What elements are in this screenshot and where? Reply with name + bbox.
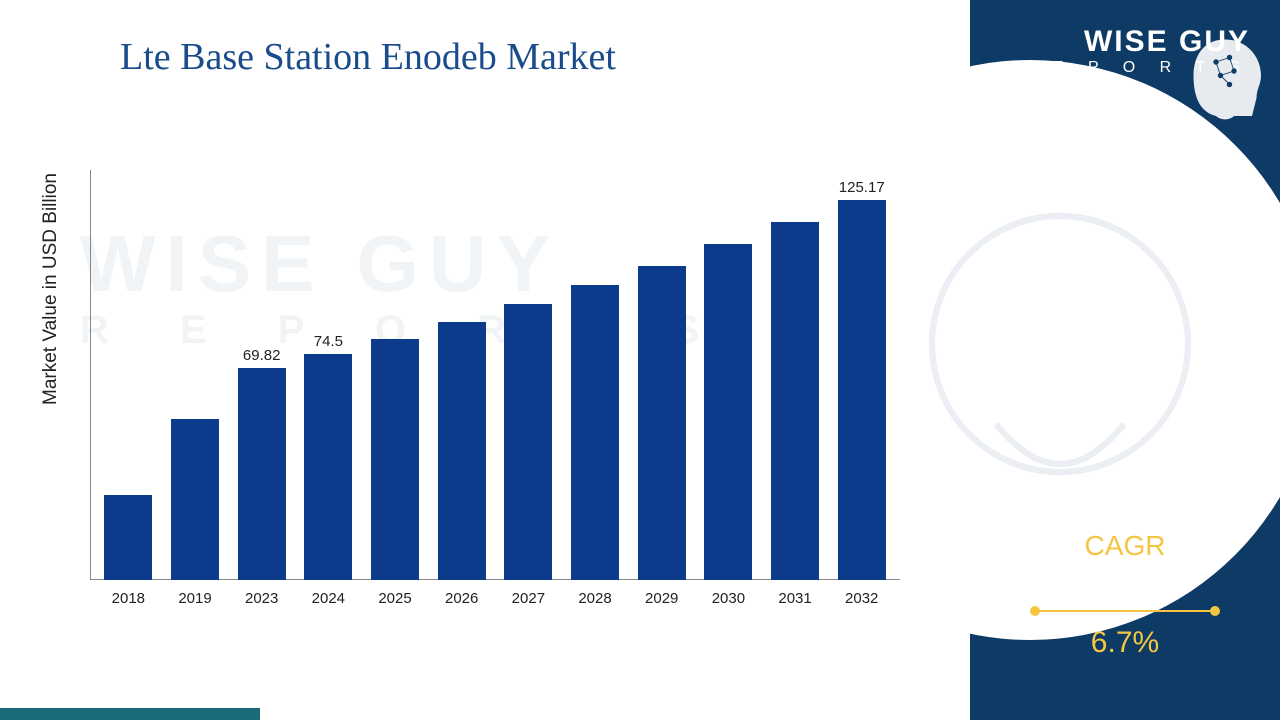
bar-wrap bbox=[433, 322, 490, 580]
bar-wrap: 125.17 bbox=[833, 179, 890, 580]
bar-wrap bbox=[367, 339, 424, 580]
bar-wrap: 69.82 bbox=[233, 347, 290, 580]
bar bbox=[571, 285, 619, 580]
x-tick-label: 2027 bbox=[500, 584, 557, 610]
bar-wrap bbox=[567, 285, 624, 580]
bar-wrap: 74.5 bbox=[300, 333, 357, 580]
cagr-block: CAGR (2019-2032) 6.7% bbox=[1010, 530, 1240, 660]
logo: WISE GUY R E P O R T S bbox=[1017, 25, 1250, 77]
bar-value-label: 69.82 bbox=[243, 347, 281, 364]
bar bbox=[704, 244, 752, 580]
bar bbox=[304, 354, 352, 580]
bar-wrap bbox=[500, 304, 557, 580]
x-tick-label: 2031 bbox=[767, 584, 824, 610]
cagr-years: (2019-2032) bbox=[1010, 564, 1240, 592]
cagr-value: 6.7% bbox=[1010, 626, 1240, 660]
bar bbox=[438, 322, 486, 580]
bar-wrap bbox=[167, 419, 224, 580]
bar-value-label: 125.17 bbox=[839, 179, 885, 196]
cagr-title: CAGR bbox=[1010, 530, 1240, 562]
bar bbox=[104, 495, 152, 580]
chart-title: Lte Base Station Enodeb Market bbox=[120, 35, 616, 79]
logo-head-icon bbox=[1180, 35, 1270, 125]
bar-wrap bbox=[767, 222, 824, 580]
bar-wrap bbox=[100, 495, 157, 580]
cagr-divider bbox=[1035, 610, 1215, 612]
x-tick-label: 2024 bbox=[300, 584, 357, 610]
bars-container: 69.82 74.5 125.17 bbox=[90, 170, 900, 580]
bottom-strip bbox=[0, 708, 260, 720]
bar bbox=[504, 304, 552, 580]
x-tick-label: 2026 bbox=[433, 584, 490, 610]
x-tick-label: 2032 bbox=[833, 584, 890, 610]
y-axis-label: Market Value in USD Billion bbox=[40, 173, 62, 405]
x-tick-label: 2025 bbox=[367, 584, 424, 610]
bar bbox=[638, 266, 686, 580]
bar bbox=[238, 368, 286, 580]
x-tick-label: 2030 bbox=[700, 584, 757, 610]
x-tick-label: 2018 bbox=[100, 584, 157, 610]
bar bbox=[371, 339, 419, 580]
bar-chart: 69.82 74.5 125.17 2018 2019 2023 2024 2025 2026… bbox=[90, 170, 900, 610]
bar-wrap bbox=[700, 244, 757, 580]
x-tick-label: 2023 bbox=[233, 584, 290, 610]
bar-value-label: 74.5 bbox=[314, 333, 343, 350]
bar bbox=[771, 222, 819, 580]
x-tick-label: 2028 bbox=[567, 584, 624, 610]
bar bbox=[838, 200, 886, 580]
bar bbox=[171, 419, 219, 580]
x-labels-container: 2018 2019 2023 2024 2025 2026 2027 2028 2029 2030… bbox=[90, 584, 900, 610]
bar-wrap bbox=[633, 266, 690, 580]
x-tick-label: 2029 bbox=[633, 584, 690, 610]
x-tick-label: 2019 bbox=[167, 584, 224, 610]
